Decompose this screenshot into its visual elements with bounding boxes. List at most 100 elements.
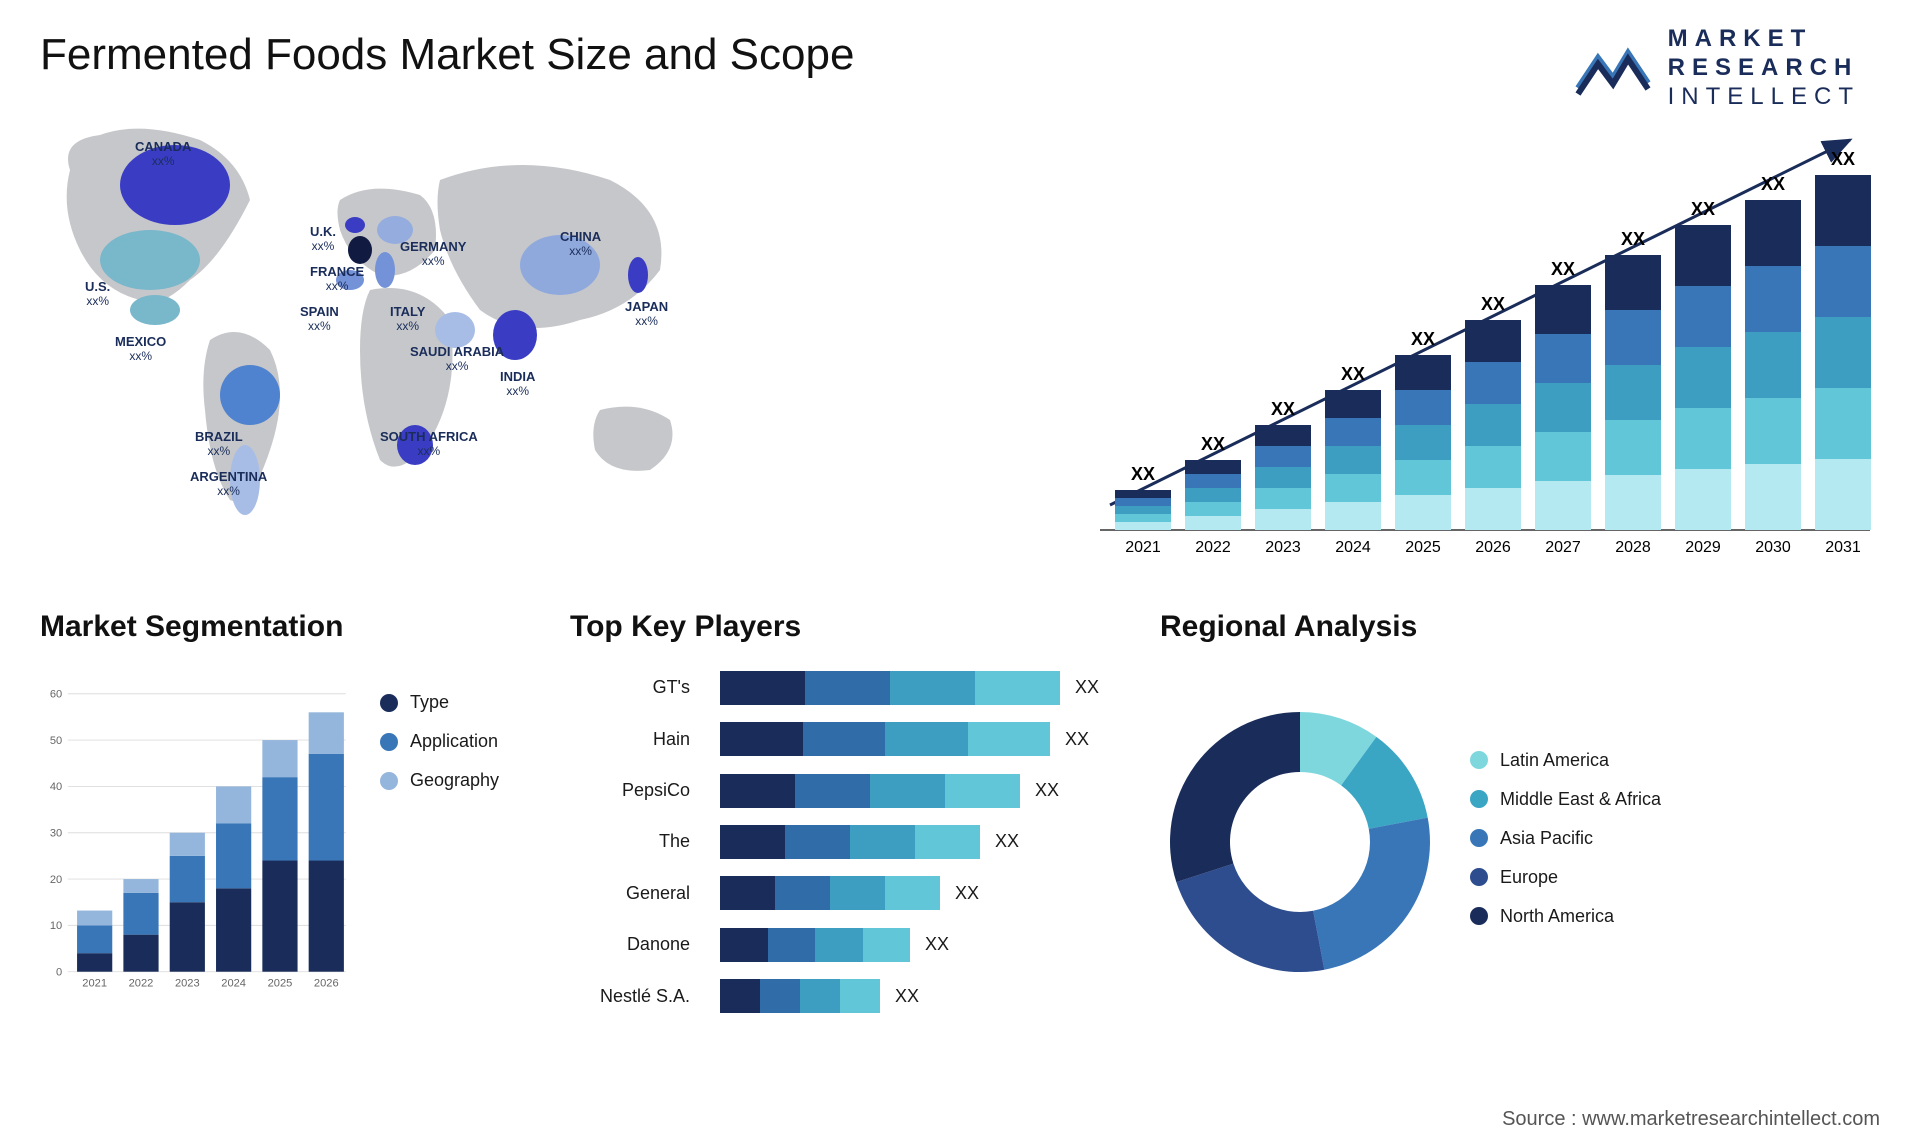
map-label-spain: SPAINxx% <box>300 305 339 334</box>
big-bar-segment <box>1675 408 1731 469</box>
player-bar-row: XX <box>720 774 1130 808</box>
big-bar-segment <box>1605 475 1661 530</box>
big-bar-year: 2024 <box>1335 539 1371 556</box>
player-bar-row: XX <box>720 928 1130 962</box>
big-bar-value: XX <box>1621 229 1645 249</box>
player-bar-segment <box>915 825 980 859</box>
big-bar-segment <box>1465 488 1521 530</box>
regional-legend-item: Europe <box>1470 867 1880 888</box>
players-panel: Top Key Players GT's Hain PepsiCo The Genera… <box>570 610 1130 1060</box>
seg-ytick: 20 <box>50 874 62 886</box>
logo: MARKET RESEARCH INTELLECT <box>1573 25 1860 111</box>
player-name: GT's <box>570 677 690 698</box>
seg-bar-segment <box>170 856 205 902</box>
big-bar-year: 2022 <box>1195 539 1231 556</box>
regional-panel: Regional Analysis Latin AmericaMiddle Ea… <box>1160 610 1880 1060</box>
big-bar-year: 2023 <box>1265 539 1301 556</box>
player-name: General <box>570 883 690 904</box>
seg-ytick: 30 <box>50 827 62 839</box>
player-name: Danone <box>570 934 690 955</box>
map-label-canada: CANADAxx% <box>135 140 191 169</box>
segmentation-panel: Market Segmentation 20212022202320242025… <box>40 610 540 1060</box>
players-title: Top Key Players <box>570 610 1130 644</box>
regional-legend-item: Latin America <box>1470 750 1880 771</box>
stacked-bar-chart-svg: XX2021XX2022XX2023XX2024XX2025XX2026XX20… <box>1060 110 1880 570</box>
big-bar-segment <box>1115 506 1171 514</box>
big-bar-segment <box>1745 332 1801 398</box>
player-bar-segment <box>885 722 968 756</box>
big-bar-year: 2030 <box>1755 539 1791 556</box>
seg-bar-segment <box>170 833 205 856</box>
big-bar-segment <box>1395 355 1451 390</box>
big-bar-segment <box>1325 390 1381 418</box>
big-bar-segment <box>1185 474 1241 488</box>
player-bar-row: XX <box>720 671 1130 705</box>
seg-ytick: 50 <box>50 735 62 747</box>
big-bar-segment <box>1255 446 1311 467</box>
seg-bar-segment <box>123 893 158 935</box>
player-bar-segment <box>830 876 885 910</box>
big-bar-segment <box>1605 255 1661 310</box>
seg-bar-segment <box>262 740 297 777</box>
player-bar-segment <box>863 928 911 962</box>
big-bar-segment <box>1815 246 1871 317</box>
big-bar-segment <box>1535 334 1591 383</box>
big-bar-segment <box>1745 266 1801 332</box>
seg-xlabel: 2024 <box>221 978 246 990</box>
player-bar-segment <box>945 774 1020 808</box>
seg-xlabel: 2022 <box>129 978 154 990</box>
seg-bar-segment <box>309 861 344 972</box>
player-bar-segment <box>870 774 945 808</box>
map-label-france: FRANCExx% <box>310 265 364 294</box>
big-bar-value: XX <box>1551 259 1575 279</box>
seg-bar-segment <box>77 953 112 972</box>
player-bar-segment <box>850 825 915 859</box>
donut-slice <box>1170 712 1300 882</box>
big-bar-segment <box>1535 285 1591 334</box>
seg-xlabel: 2025 <box>268 978 293 990</box>
seg-legend-item: Application <box>380 731 540 752</box>
big-bar-segment <box>1465 404 1521 446</box>
player-bar-segment <box>803 722 886 756</box>
player-bar-segment <box>815 928 863 962</box>
player-name: Hain <box>570 729 690 750</box>
big-bar-segment <box>1255 509 1311 530</box>
seg-bar-segment <box>77 925 112 953</box>
big-bar-value: XX <box>1341 364 1365 384</box>
player-bar-value: XX <box>895 986 919 1007</box>
player-name: PepsiCo <box>570 780 690 801</box>
big-bar-segment <box>1395 425 1451 460</box>
source-text: Source : www.marketresearchintellect.com <box>1502 1108 1880 1131</box>
player-bar-row: XX <box>720 876 1130 910</box>
player-bar-value: XX <box>1065 729 1089 750</box>
player-bar-segment <box>968 722 1051 756</box>
player-bar-segment <box>775 876 830 910</box>
player-bar-value: XX <box>995 831 1019 852</box>
big-bar-year: 2031 <box>1825 539 1861 556</box>
big-bar-segment <box>1185 516 1241 530</box>
seg-ytick: 60 <box>50 688 62 700</box>
big-bar-segment <box>1815 388 1871 459</box>
map-label-brazil: BRAZILxx% <box>195 430 243 459</box>
segmentation-chart-svg: 202120222023202420252026 0102030405060 <box>40 662 355 1022</box>
players-bars: XX XX XX XX XX XX XX <box>720 662 1130 1022</box>
player-bar-value: XX <box>1035 780 1059 801</box>
player-bar-segment <box>840 979 880 1013</box>
big-bar-value: XX <box>1201 434 1225 454</box>
big-bar-year: 2029 <box>1685 539 1721 556</box>
big-bar-segment <box>1535 432 1591 481</box>
big-bar-segment <box>1535 383 1591 432</box>
big-bar-segment <box>1255 467 1311 488</box>
player-bar-segment <box>800 979 840 1013</box>
seg-ytick: 40 <box>50 781 62 793</box>
regional-legend-item: North America <box>1470 906 1880 927</box>
big-bar-segment <box>1745 398 1801 464</box>
player-bar-segment <box>795 774 870 808</box>
player-bar-row: XX <box>720 825 1130 859</box>
player-name: The <box>570 831 690 852</box>
big-bar-segment <box>1115 522 1171 530</box>
seg-ytick: 0 <box>56 966 62 978</box>
big-bar-segment <box>1255 488 1311 509</box>
big-bar-segment <box>1325 446 1381 474</box>
big-bar-segment <box>1255 425 1311 446</box>
